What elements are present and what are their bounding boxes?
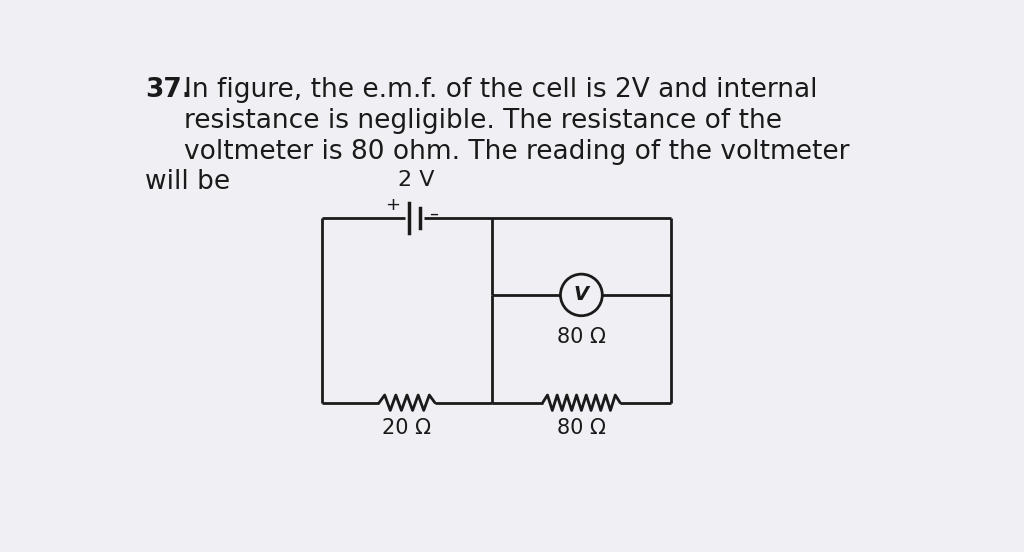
- Text: In figure, the e.m.f. of the cell is 2V and internal: In figure, the e.m.f. of the cell is 2V …: [183, 77, 817, 103]
- Text: voltmeter is 80 ohm. The reading of the voltmeter: voltmeter is 80 ohm. The reading of the …: [183, 139, 849, 164]
- Text: resistance is negligible. The resistance of the: resistance is negligible. The resistance…: [183, 108, 781, 134]
- Circle shape: [560, 274, 602, 316]
- Text: +: +: [386, 196, 400, 214]
- Text: –: –: [430, 205, 438, 223]
- Text: 37.: 37.: [145, 77, 191, 103]
- Text: 20 Ω: 20 Ω: [383, 418, 431, 438]
- Text: V: V: [573, 285, 589, 304]
- Text: 80 Ω: 80 Ω: [557, 327, 606, 347]
- Text: will be: will be: [145, 169, 230, 195]
- Text: 2 V: 2 V: [398, 170, 434, 190]
- Text: 80 Ω: 80 Ω: [557, 418, 606, 438]
